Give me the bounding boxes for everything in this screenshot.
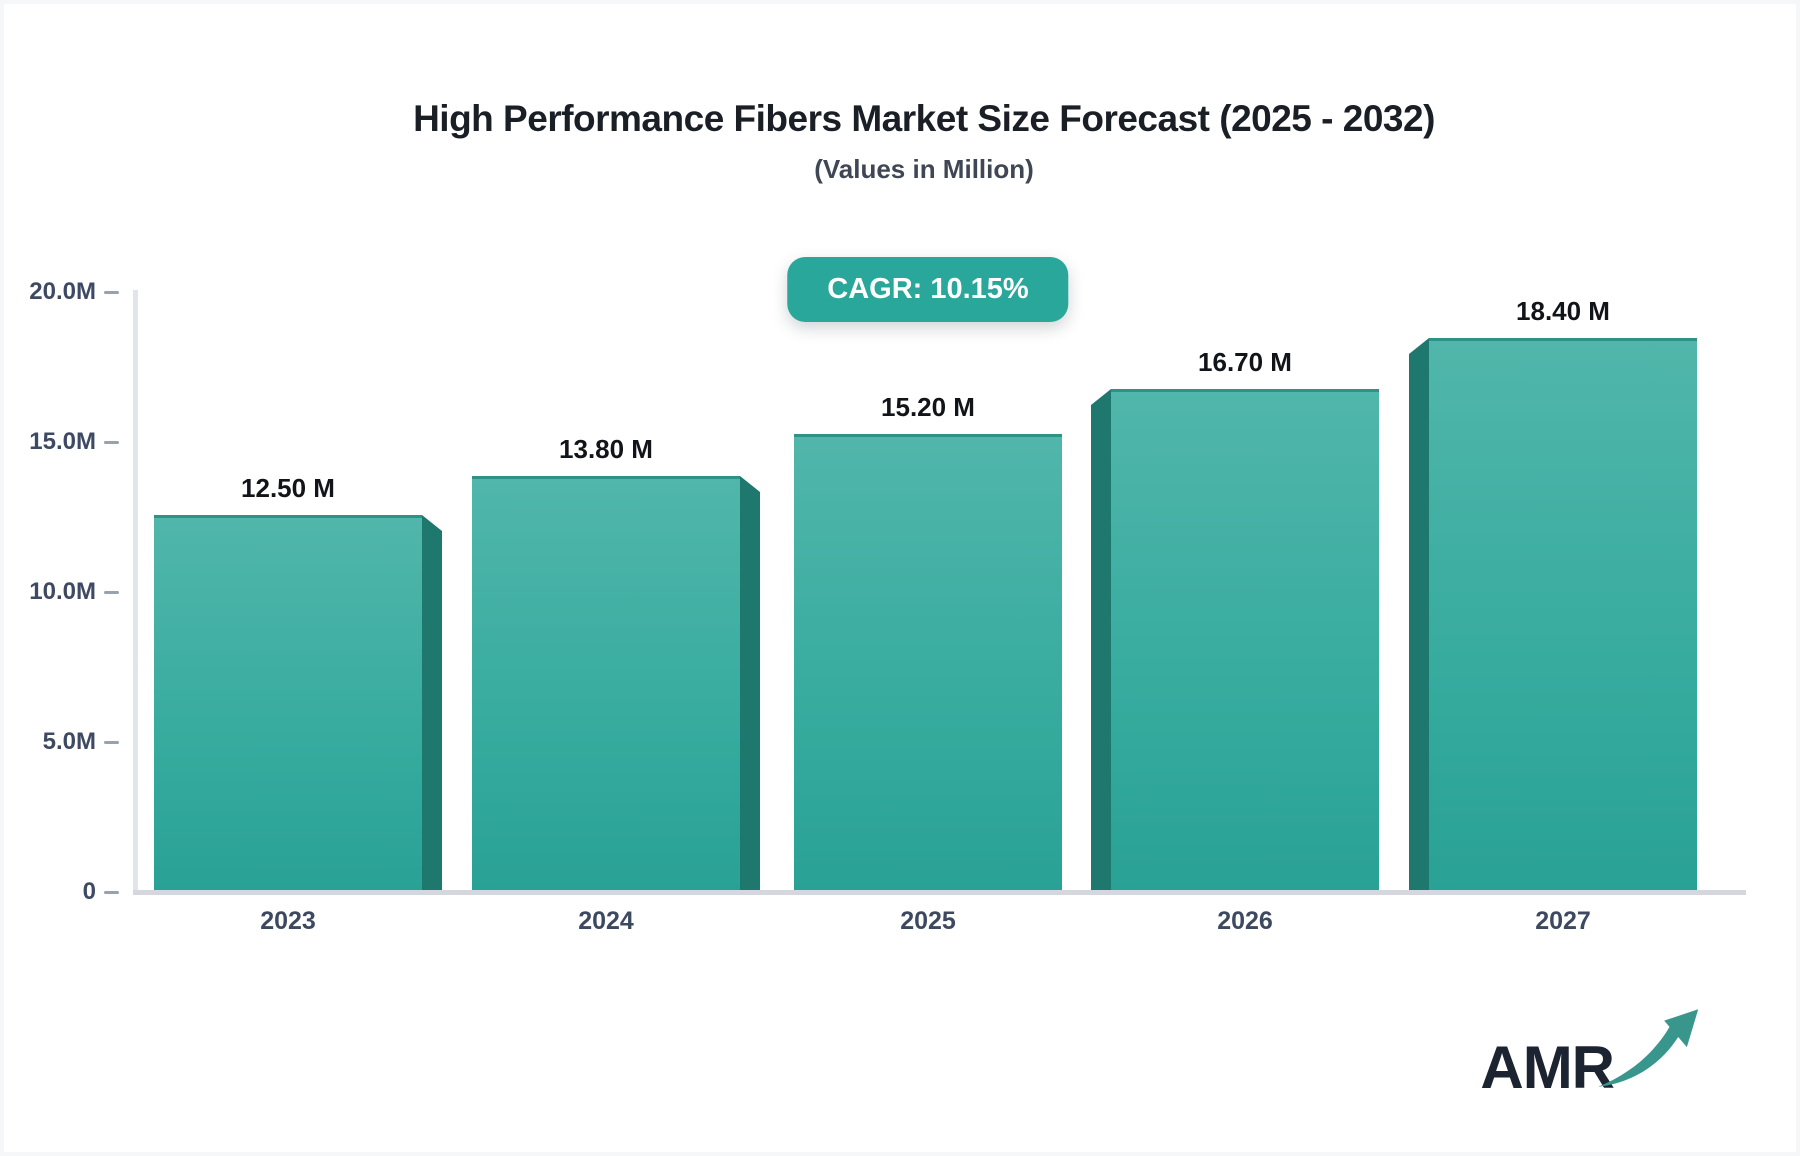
bar-chart-plot-area: 0 5.0M 10.0M 15.0M 20.0M 12.50 M 2023 13.80 M 20…	[4, 4, 1796, 1152]
y-tick-label: 15.0M	[29, 428, 96, 455]
y-tick-mark	[104, 291, 119, 294]
y-tick-mark	[104, 441, 119, 444]
x-axis-label-2024: 2024	[578, 907, 634, 935]
y-axis-line	[133, 290, 138, 895]
bar-2026	[1111, 389, 1379, 890]
y-tick-mark	[104, 591, 119, 594]
bar-value-label-2026: 16.70 M	[1198, 347, 1292, 377]
bar-value-label-2023: 12.50 M	[241, 473, 335, 503]
bar-value-label-2024: 13.80 M	[559, 434, 653, 464]
cagr-badge: CAGR: 10.15%	[787, 257, 1069, 322]
bar-value-label-2025: 15.20 M	[881, 392, 975, 422]
bar-side-2027	[1409, 338, 1429, 890]
y-tick-label: 5.0M	[42, 728, 96, 755]
growth-arrow-icon	[1598, 1009, 1699, 1087]
chart-subtitle: (Values in Million)	[814, 154, 1034, 184]
y-tick-label: 0	[82, 878, 96, 905]
x-axis-label-2026: 2026	[1217, 907, 1273, 935]
bar-2025	[794, 434, 1062, 890]
chart-title: High Performance Fibers Market Size Fore…	[413, 98, 1435, 139]
y-tick-label: 20.0M	[29, 278, 96, 305]
bar-side-2026	[1091, 389, 1111, 890]
bar-side-2023	[422, 515, 442, 890]
x-axis-line	[133, 890, 1746, 895]
bar-2024	[472, 476, 740, 890]
amr-logo: AMR	[1480, 1004, 1702, 1101]
y-tick-label: 10.0M	[29, 578, 96, 605]
x-axis-label-2027: 2027	[1535, 907, 1591, 935]
bar-2027	[1429, 338, 1697, 890]
x-axis-label-2023: 2023	[260, 907, 316, 935]
y-tick-mark	[104, 741, 119, 744]
bar-value-label-2027: 18.40 M	[1516, 296, 1610, 326]
bar-side-2024	[740, 476, 760, 890]
y-tick-mark	[104, 891, 119, 894]
x-axis-label-2025: 2025	[900, 907, 956, 935]
amr-logo-text: AMR	[1480, 1034, 1615, 1101]
bar-2023	[154, 515, 422, 890]
